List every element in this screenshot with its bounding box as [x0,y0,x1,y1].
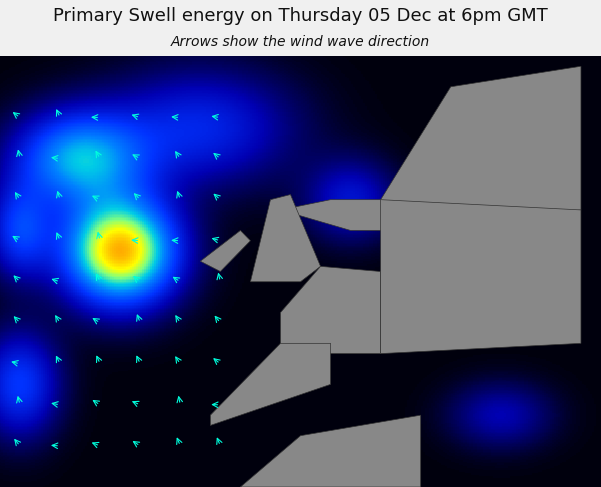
PathPatch shape [251,194,320,282]
Text: Primary Swell energy on Thursday 05 Dec at 6pm GMT: Primary Swell energy on Thursday 05 Dec … [53,7,548,25]
PathPatch shape [210,343,331,426]
Text: Arrows show the wind wave direction: Arrows show the wind wave direction [171,35,430,49]
PathPatch shape [281,66,581,230]
PathPatch shape [240,415,421,487]
PathPatch shape [200,230,251,272]
PathPatch shape [380,200,581,354]
PathPatch shape [281,266,380,354]
